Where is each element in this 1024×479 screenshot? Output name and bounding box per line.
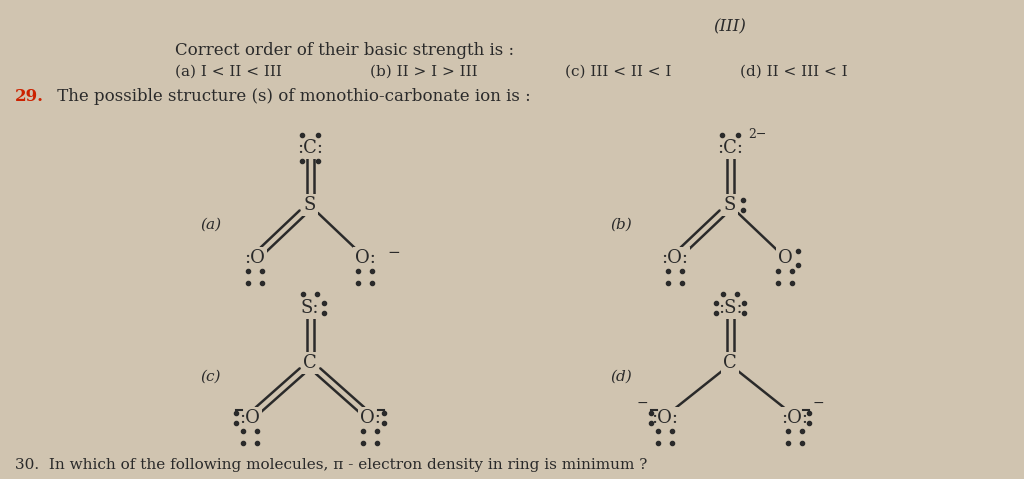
Text: (d) II < III < I: (d) II < III < I xyxy=(740,65,848,79)
Text: (d): (d) xyxy=(610,370,632,384)
Text: :O:: :O: xyxy=(651,409,679,427)
Text: (c) III < II < I: (c) III < II < I xyxy=(565,65,672,79)
Text: −: − xyxy=(387,246,399,260)
Text: :O: :O xyxy=(245,249,265,267)
Text: :C:: :C: xyxy=(717,139,743,157)
Text: Correct order of their basic strength is :: Correct order of their basic strength is… xyxy=(175,42,514,59)
Text: 30.  In which of the following molecules, π - electron density in ring is minimu: 30. In which of the following molecules,… xyxy=(15,458,647,472)
Text: :O:: :O: xyxy=(662,249,688,267)
Text: S: S xyxy=(724,196,736,214)
Text: The possible structure (s) of monothio-carbonate ion is :: The possible structure (s) of monothio-c… xyxy=(52,88,530,105)
Text: O: O xyxy=(777,249,793,267)
Text: 2−: 2− xyxy=(748,128,766,141)
Text: (b) II > I > III: (b) II > I > III xyxy=(370,65,477,79)
Text: :C:: :C: xyxy=(297,139,323,157)
Text: C: C xyxy=(303,354,316,372)
Text: S: S xyxy=(304,196,316,214)
Text: O:: O: xyxy=(359,409,381,427)
Text: 29.: 29. xyxy=(15,88,44,105)
Text: −: − xyxy=(637,396,648,410)
Text: (c): (c) xyxy=(200,370,220,384)
Text: (a) I < II < III: (a) I < II < III xyxy=(175,65,282,79)
Text: :O: :O xyxy=(240,409,260,427)
Text: C: C xyxy=(723,354,737,372)
Text: (a): (a) xyxy=(200,218,221,232)
Text: :O:: :O: xyxy=(781,409,809,427)
Text: :S:: :S: xyxy=(718,299,742,317)
Text: (III): (III) xyxy=(714,18,746,35)
Text: O:: O: xyxy=(354,249,376,267)
Text: −: − xyxy=(813,396,824,410)
Text: S:: S: xyxy=(301,299,319,317)
Text: (b): (b) xyxy=(610,218,632,232)
